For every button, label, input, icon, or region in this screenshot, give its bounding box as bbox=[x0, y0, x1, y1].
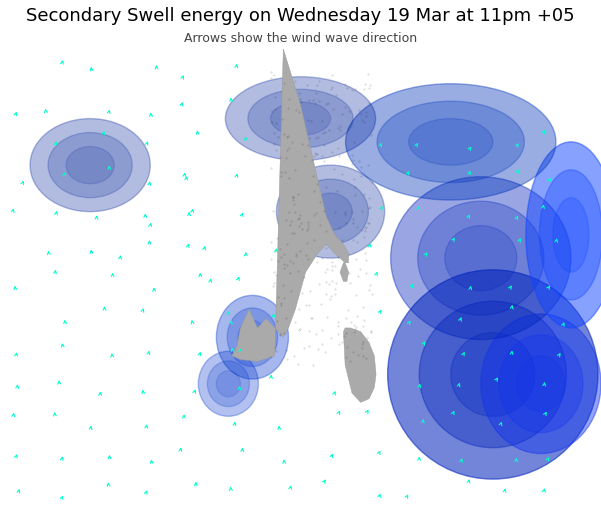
Ellipse shape bbox=[481, 314, 601, 453]
Ellipse shape bbox=[207, 361, 249, 407]
Ellipse shape bbox=[66, 146, 114, 183]
Ellipse shape bbox=[517, 356, 565, 412]
Ellipse shape bbox=[309, 193, 352, 230]
Ellipse shape bbox=[539, 170, 601, 300]
Ellipse shape bbox=[388, 270, 598, 479]
Ellipse shape bbox=[248, 89, 353, 148]
Ellipse shape bbox=[216, 296, 288, 379]
Ellipse shape bbox=[48, 133, 132, 198]
Ellipse shape bbox=[499, 335, 583, 433]
Ellipse shape bbox=[553, 198, 589, 272]
Ellipse shape bbox=[276, 165, 385, 258]
Ellipse shape bbox=[270, 102, 331, 135]
Ellipse shape bbox=[418, 201, 544, 315]
Ellipse shape bbox=[391, 177, 571, 340]
Ellipse shape bbox=[451, 333, 535, 416]
Ellipse shape bbox=[526, 142, 601, 328]
Ellipse shape bbox=[346, 84, 556, 200]
Ellipse shape bbox=[293, 179, 368, 244]
Polygon shape bbox=[232, 49, 349, 361]
Ellipse shape bbox=[238, 321, 267, 354]
Ellipse shape bbox=[216, 371, 240, 397]
Ellipse shape bbox=[445, 226, 517, 291]
Ellipse shape bbox=[227, 308, 278, 366]
Text: Arrows show the wind wave direction: Arrows show the wind wave direction bbox=[184, 31, 417, 45]
Ellipse shape bbox=[409, 119, 493, 165]
Ellipse shape bbox=[419, 301, 566, 448]
Text: Secondary Swell energy on Wednesday 19 Mar at 11pm +05: Secondary Swell energy on Wednesday 19 M… bbox=[26, 7, 575, 25]
Ellipse shape bbox=[225, 77, 376, 160]
Ellipse shape bbox=[198, 351, 258, 416]
Ellipse shape bbox=[30, 119, 150, 212]
Ellipse shape bbox=[377, 101, 524, 182]
Polygon shape bbox=[343, 328, 376, 402]
